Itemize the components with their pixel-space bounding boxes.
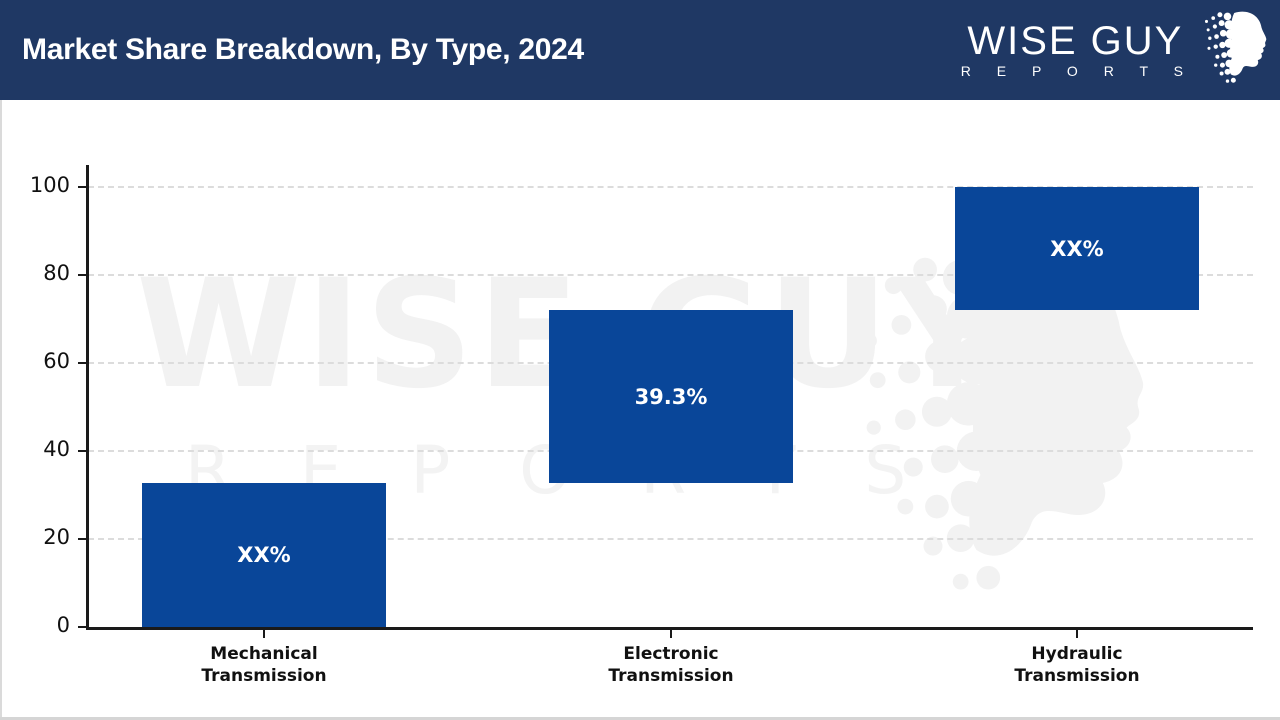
y-tick-label-0: 0 <box>56 613 70 637</box>
page-left-border <box>0 100 2 720</box>
y-tick-label-100: 100 <box>29 173 70 197</box>
page-title: Market Share Breakdown, By Type, 2024 <box>22 33 584 66</box>
x-tick-mark-electronic-transmission <box>670 630 672 638</box>
wise-guy-logo: WISE GUY R E P O R T S <box>957 6 1280 94</box>
y-tick-label-40: 40 <box>43 437 70 461</box>
y-tick-mark-60 <box>78 362 87 364</box>
watermark-face-profile-icon <box>854 255 1144 590</box>
x-axis-line <box>86 627 1253 630</box>
bar-value-label-electronic-transmission: 39.3% <box>634 384 708 409</box>
x-tick-mark-hydraulic-transmission <box>1076 630 1078 638</box>
y-tick-mark-40 <box>78 450 87 452</box>
category-label-hydraulic-transmission: Hydraulic Transmission <box>1014 644 1140 687</box>
y-axis-line <box>86 165 89 630</box>
bar-hydraulic-transmission: XX% <box>955 187 1199 311</box>
gridline-80 <box>88 274 1253 276</box>
y-tick-label-80: 80 <box>43 261 70 285</box>
logo-subtitle: R E P O R T S <box>960 63 1194 79</box>
category-label-mechanical-transmission: Mechanical Transmission <box>201 644 327 687</box>
page-bottom-border <box>0 717 1280 720</box>
wise-guy-logo-text: WISE GUY R E P O R T S <box>957 21 1194 79</box>
category-label-electronic-transmission: Electronic Transmission <box>608 644 734 687</box>
y-tick-mark-100 <box>78 186 87 188</box>
y-tick-label-60: 60 <box>43 349 70 373</box>
bar-value-label-mechanical-transmission: XX% <box>237 543 291 568</box>
gridline-100 <box>88 186 1253 188</box>
bar-mechanical-transmission: XX% <box>142 483 386 627</box>
y-tick-mark-0 <box>78 626 87 628</box>
face-profile-logo-icon <box>1204 11 1267 83</box>
header: Market Share Breakdown, By Type, 2024 WI… <box>0 0 1280 100</box>
chart-area: WISE GUY R E P O R T S 020406080100XX%Me… <box>0 100 1280 720</box>
gridline-20 <box>88 538 1253 540</box>
bar-electronic-transmission: 39.3% <box>549 310 793 484</box>
y-tick-label-20: 20 <box>43 525 70 549</box>
x-tick-mark-mechanical-transmission <box>263 630 265 638</box>
bar-value-label-hydraulic-transmission: XX% <box>1050 236 1104 261</box>
y-tick-mark-80 <box>78 274 87 276</box>
y-tick-mark-20 <box>78 538 87 540</box>
logo-wordmark: WISE GUY <box>967 19 1184 63</box>
